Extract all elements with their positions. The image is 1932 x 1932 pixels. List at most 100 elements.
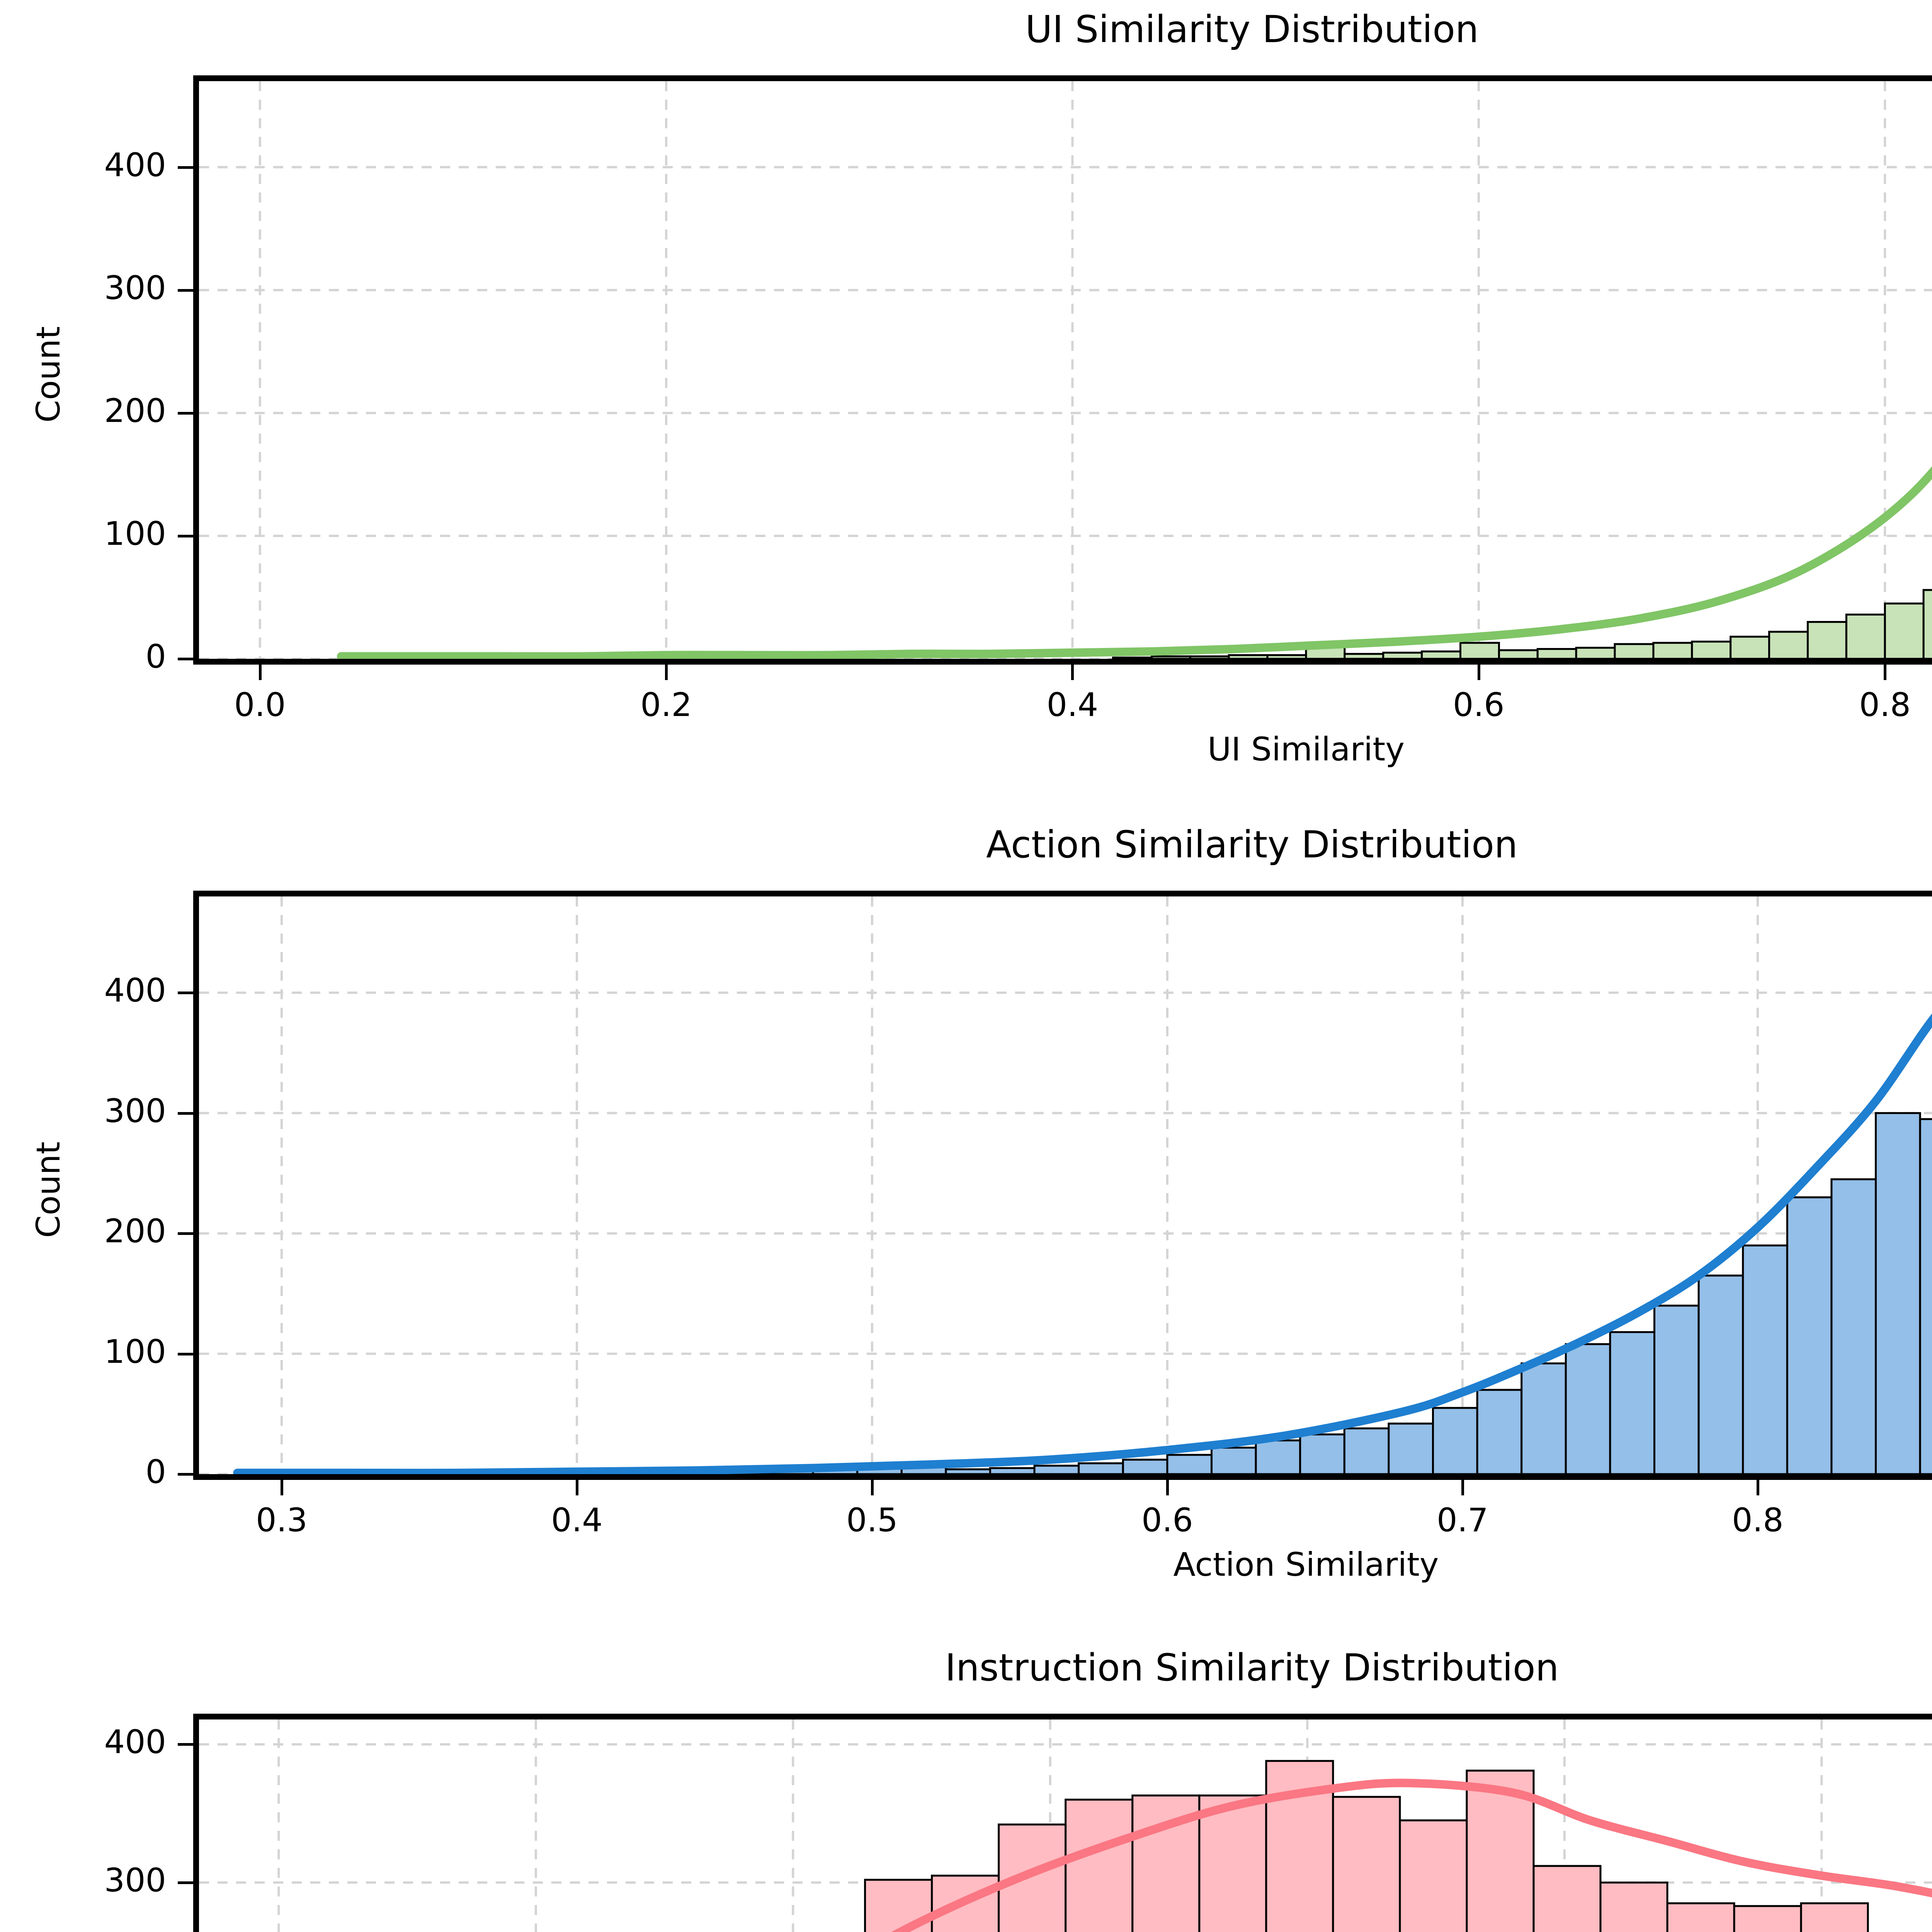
histogram-bar xyxy=(1875,1112,1921,1474)
histogram-bar xyxy=(1520,1362,1567,1474)
histogram-bar xyxy=(1575,646,1616,659)
y-tick-label: 200 xyxy=(104,1212,166,1250)
histogram-bar xyxy=(1599,1881,1668,1932)
histogram-bar xyxy=(1078,1462,1124,1474)
histogram-bar xyxy=(1498,649,1539,659)
x-tick-label: 0.2 xyxy=(640,686,692,724)
histogram-bar xyxy=(1697,1274,1744,1474)
histogram-bar xyxy=(1065,1798,1134,1932)
x-axis-label-action-similarity: Action Similarity xyxy=(1173,1546,1439,1583)
histogram-bar xyxy=(1922,589,1932,659)
histogram-bar xyxy=(1166,1454,1213,1474)
histogram-bar xyxy=(945,1468,992,1474)
x-tick-label: 0.8 xyxy=(1732,1501,1784,1539)
y-tick-label: 300 xyxy=(104,1092,166,1130)
histogram-bar xyxy=(1730,636,1770,659)
plot-area-instruction-similarity xyxy=(193,1714,1932,1932)
histogram-bar xyxy=(1614,643,1655,659)
y-tick-mark xyxy=(178,1112,193,1115)
x-axis-label-ui-similarity: UI Similarity xyxy=(1207,730,1405,768)
y-tick-mark xyxy=(178,1473,193,1476)
histogram-bar xyxy=(1432,1407,1478,1474)
histogram-bar xyxy=(1742,1244,1788,1474)
y-tick-mark xyxy=(178,992,193,995)
y-tick-mark xyxy=(178,658,193,660)
histogram-bar xyxy=(1198,1794,1267,1932)
histogram-bar xyxy=(1228,654,1269,659)
panel-title-action-similarity: Action Similarity Distribution xyxy=(986,823,1518,866)
x-tick-label: 0.4 xyxy=(1046,686,1099,724)
x-tick-label: 0.3 xyxy=(256,1501,308,1539)
histogram-bar xyxy=(1343,1427,1390,1474)
y-tick-mark xyxy=(178,1881,193,1884)
histogram-bar xyxy=(1150,655,1191,659)
x-tick-mark xyxy=(1166,1480,1169,1495)
y-tick-mark xyxy=(178,412,193,415)
histogram-instruction-similarity xyxy=(199,1719,1932,1932)
x-tick-mark xyxy=(665,665,668,680)
x-tick-mark xyxy=(575,1480,578,1495)
histogram-bar xyxy=(1189,655,1230,659)
y-tick-mark xyxy=(178,1352,193,1355)
y-tick-mark xyxy=(178,1743,193,1746)
x-tick-label: 0.4 xyxy=(551,1501,603,1539)
panel-title-instruction-similarity: Instruction Similarity Distribution xyxy=(945,1646,1559,1689)
y-tick-mark xyxy=(178,534,193,537)
x-tick-mark xyxy=(259,665,262,680)
histogram-bar xyxy=(1255,1439,1301,1474)
histogram-bar xyxy=(1122,1459,1168,1474)
y-tick-label: 100 xyxy=(104,514,166,553)
histogram-bar xyxy=(1536,648,1577,659)
x-tick-label: 0.7 xyxy=(1437,1501,1488,1539)
histogram-bar xyxy=(1565,1343,1611,1474)
y-tick-mark xyxy=(178,289,193,292)
histogram-bar xyxy=(1388,1422,1434,1474)
histogram-bars xyxy=(1112,589,1932,659)
histogram-bar xyxy=(1332,1796,1401,1932)
histogram-bars xyxy=(236,1112,1932,1474)
histogram-bar xyxy=(1266,654,1307,659)
histogram-bar xyxy=(1112,656,1153,659)
x-tick-mark xyxy=(1477,665,1480,680)
plot-area-action-similarity xyxy=(193,891,1932,1480)
x-tick-mark xyxy=(1071,665,1074,680)
x-tick-label: 0.0 xyxy=(234,686,286,724)
x-tick-mark xyxy=(1884,665,1887,680)
histogram-bar xyxy=(1806,621,1847,659)
y-tick-label: 400 xyxy=(104,971,166,1010)
histogram-bar xyxy=(1344,653,1384,659)
y-tick-label: 0 xyxy=(145,1453,166,1491)
x-tick-label: 0.8 xyxy=(1859,686,1911,724)
histogram-bar xyxy=(1768,631,1809,659)
histogram-bar xyxy=(1033,1464,1080,1474)
histogram-bar xyxy=(1666,1902,1735,1932)
plot-area-ui-similarity xyxy=(193,75,1932,665)
histogram-bar xyxy=(1884,602,1925,659)
x-tick-mark xyxy=(871,1480,874,1495)
histogram-bar xyxy=(1733,1905,1802,1932)
histogram-bar xyxy=(1532,1865,1602,1932)
histogram-bar xyxy=(1299,1433,1345,1474)
histogram-action-similarity xyxy=(199,896,1932,1474)
histogram-ui-similarity xyxy=(199,81,1932,659)
histogram-bar xyxy=(1691,640,1732,659)
y-axis-label-ui-similarity: Count xyxy=(29,326,67,423)
histogram-bar xyxy=(1919,1118,1932,1474)
x-tick-label: 0.6 xyxy=(1141,1501,1193,1539)
kde-curve xyxy=(233,1013,1932,1474)
y-tick-label: 300 xyxy=(104,269,166,307)
histogram-bar xyxy=(1476,1389,1523,1474)
y-tick-label: 200 xyxy=(104,391,166,430)
histogram-bar xyxy=(1800,1902,1869,1932)
histogram-bar xyxy=(1421,650,1462,659)
y-tick-label: 100 xyxy=(104,1332,166,1371)
y-tick-label: 400 xyxy=(104,1723,166,1761)
histogram-bar xyxy=(1652,642,1693,659)
x-tick-mark xyxy=(280,1480,283,1495)
gridlines xyxy=(199,896,1932,1474)
y-tick-label: 300 xyxy=(104,1861,166,1900)
y-tick-mark xyxy=(178,166,193,169)
x-tick-label: 0.6 xyxy=(1453,686,1505,724)
kde-curve xyxy=(337,466,1932,659)
gridlines xyxy=(199,81,1932,659)
